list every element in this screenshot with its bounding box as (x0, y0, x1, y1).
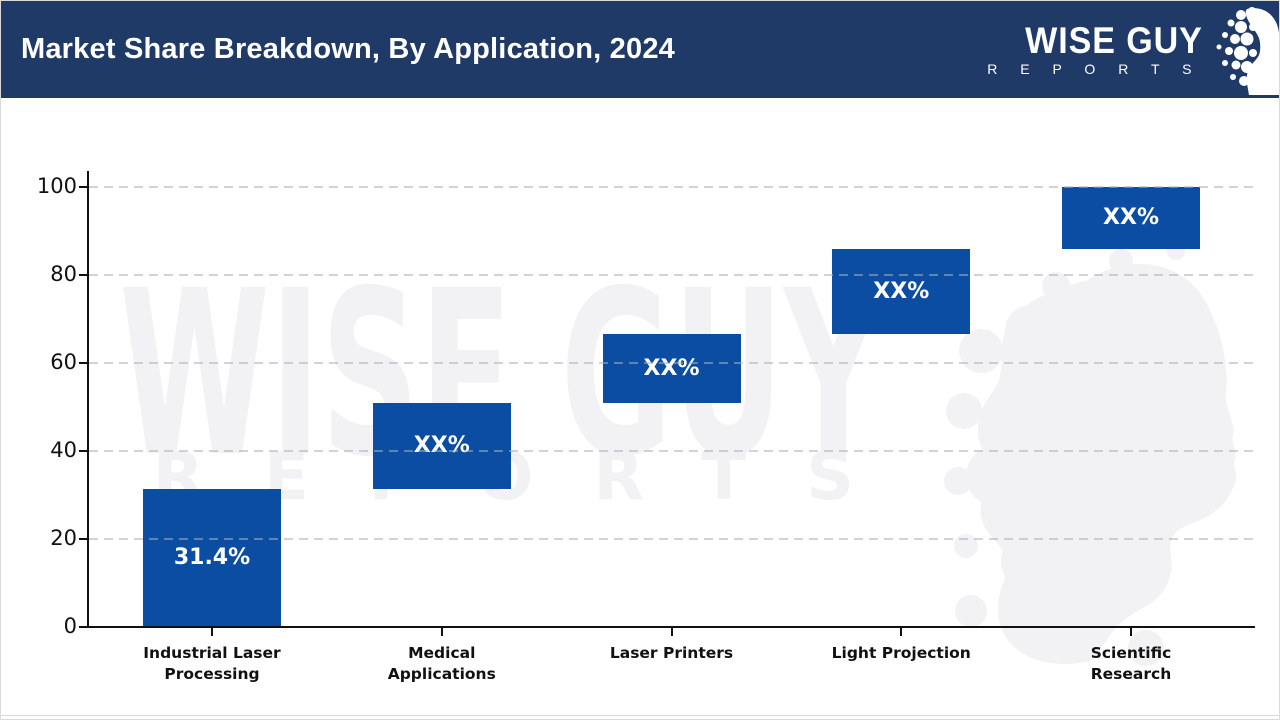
y-tick-mark (79, 450, 87, 452)
bar-value-label: XX% (643, 355, 700, 381)
y-tick-mark (79, 274, 87, 276)
brand-name: WISE GUY (1025, 19, 1203, 61)
bar-4: XX% (1062, 187, 1200, 249)
brand-subtitle: R E P O R T S (987, 60, 1201, 77)
bar-3: XX% (832, 248, 971, 334)
footer-divider (1, 715, 1279, 716)
y-tick-label: 100 (36, 174, 77, 198)
gridline-40 (89, 450, 1257, 452)
y-tick-label: 0 (63, 614, 77, 638)
y-tick-label: 80 (50, 262, 77, 286)
bar-1: XX% (372, 402, 511, 489)
gridline-20 (89, 538, 1257, 540)
bar-0: 31.4% (143, 488, 281, 627)
header-bar: Market Share Breakdown, By Application, … (1, 1, 1279, 98)
bar-value-label: XX% (873, 278, 930, 304)
y-tick-label: 60 (50, 350, 77, 374)
x-tick-mark (900, 628, 903, 636)
x-category-label: Medical Applications (387, 644, 496, 683)
y-tick-mark (79, 626, 87, 628)
y-tick-label: 40 (50, 438, 77, 462)
y-tick-mark (79, 538, 87, 540)
x-tick-mark (440, 628, 443, 636)
x-category-label: Laser Printers (609, 644, 734, 662)
brand-logo: WISE GUY R E P O R T S (987, 1, 1279, 98)
bar-value-label: XX% (413, 433, 470, 459)
y-tick-mark (79, 362, 87, 364)
gridline-100 (89, 186, 1257, 188)
x-tick-mark (211, 628, 213, 636)
x-axis-line (87, 626, 1255, 628)
brand-head-icon (1216, 6, 1279, 95)
bar-value-label: 31.4% (173, 545, 251, 571)
bar-2: XX% (602, 333, 741, 403)
gridline-80 (89, 274, 1257, 276)
x-tick-mark (1130, 628, 1132, 636)
brand-logo-text: WISE GUY R E P O R T S (987, 19, 1203, 77)
x-tick-mark (670, 628, 673, 636)
y-axis-line (87, 171, 89, 628)
x-category-label: Light Projection (831, 644, 971, 662)
bar-value-label: XX% (1103, 205, 1159, 231)
y-tick-mark (79, 186, 87, 188)
gridline-60 (89, 362, 1257, 364)
chart-title: Market Share Breakdown, By Application, … (21, 33, 675, 65)
waterfall-chart: 0 20 40 60 80 100 31.4% Industrial Laser Process… (1, 98, 1279, 719)
y-tick-label: 20 (50, 526, 77, 550)
x-category-label: Scientific Research (1090, 644, 1172, 683)
x-category-label: Industrial Laser Processing (143, 644, 281, 683)
